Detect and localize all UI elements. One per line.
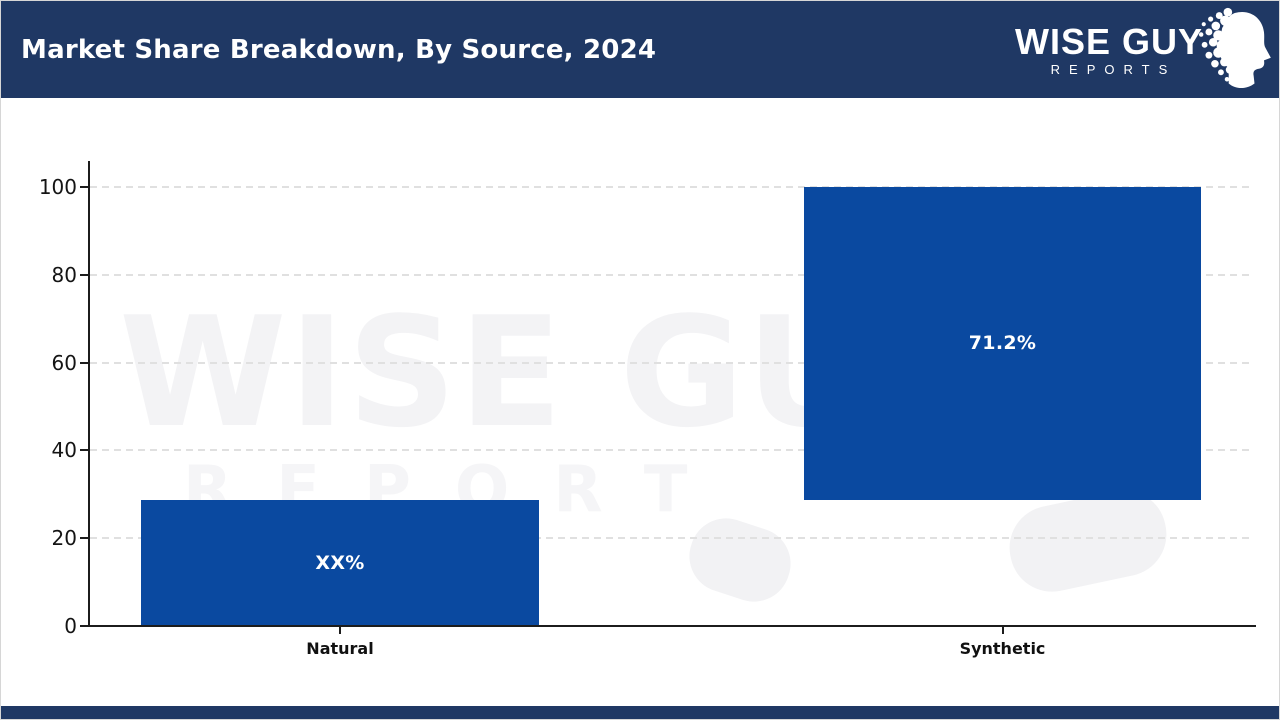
gridline-y-100: [90, 186, 1254, 188]
y-tick-mark-60: [80, 361, 88, 364]
gridline-y-40: [90, 449, 1254, 452]
x-tick-label-synthetic: Synthetic: [959, 639, 1046, 658]
y-tick-label-20: 20: [51, 526, 77, 551]
bar-value-label: XX%: [315, 551, 365, 574]
header-bar: Market Share Breakdown, By Source, 2024 …: [1, 1, 1279, 98]
y-tick-mark-100: [80, 186, 88, 188]
y-axis-line: [88, 161, 90, 627]
page-title: Market Share Breakdown, By Source, 2024: [21, 34, 657, 65]
bar-natural: XX%: [141, 499, 539, 626]
gridline-y-80: [90, 273, 1254, 276]
gridline-y-60: [90, 361, 1254, 364]
y-tick-mark-0: [80, 625, 88, 627]
y-tick-label-80: 80: [51, 262, 77, 287]
logo-subtitle: REPORTS: [1050, 62, 1177, 78]
y-tick-label-100: 100: [38, 175, 77, 199]
dotted-face-icon: [1198, 7, 1271, 89]
y-tick-mark-80: [80, 273, 88, 276]
y-tick-label-60: 60: [51, 350, 77, 375]
x-tick-mark-natural: [339, 627, 341, 634]
x-tick-mark-synthetic: [1001, 627, 1004, 634]
y-tick-mark-40: [80, 449, 88, 452]
x-axis-line: [88, 625, 1256, 627]
logo-text: WISE GUY REPORTS: [1014, 20, 1203, 78]
bar-synthetic: 71.2%: [804, 187, 1201, 500]
footer-bar: [1, 706, 1279, 719]
y-tick-label-40: 40: [51, 438, 77, 463]
plot-area: XX% 71.2%: [90, 186, 1254, 626]
y-tick-mark-20: [80, 537, 88, 540]
gridline-y-20: [90, 537, 1254, 540]
x-tick-label-natural: Natural: [306, 639, 374, 658]
y-tick-label-0: 0: [64, 614, 77, 638]
bar-value-label: 71.2%: [968, 332, 1037, 355]
logo-wordmark: WISE GUY: [1014, 20, 1203, 62]
wise-guy-reports-logo: WISE GUY REPORTS: [1015, 5, 1273, 95]
